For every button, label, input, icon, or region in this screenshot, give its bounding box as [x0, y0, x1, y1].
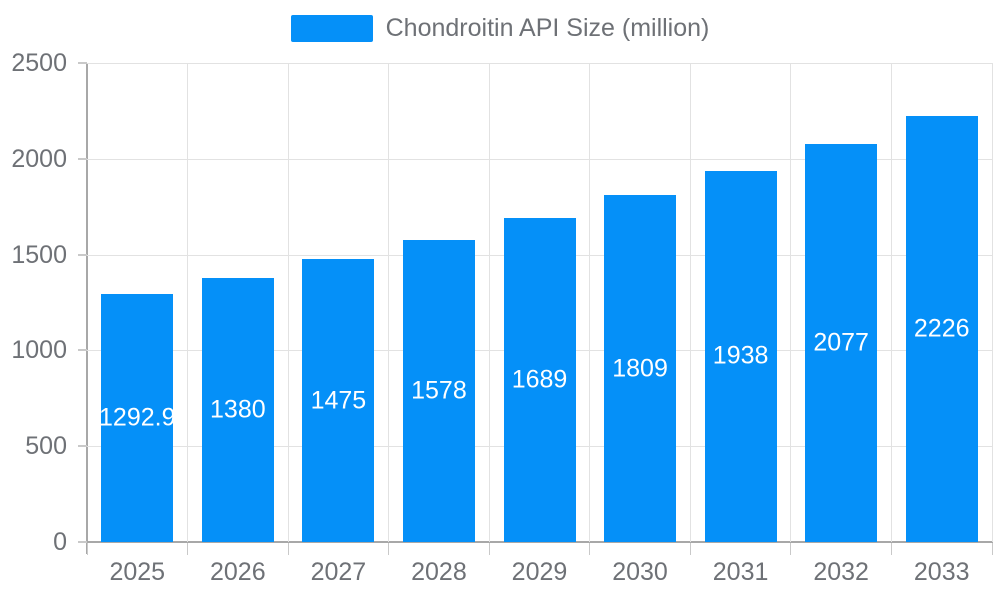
gridline-vertical: [790, 63, 792, 542]
bar-value-label: 1475: [310, 386, 367, 415]
gridline-vertical: [388, 63, 390, 542]
x-axis-tick: [890, 543, 892, 555]
bar: 2077: [805, 144, 878, 542]
y-tick-label: 0: [53, 528, 67, 556]
y-axis-tick: [78, 349, 87, 352]
x-axis-tick: [287, 543, 289, 555]
gridline-vertical: [187, 63, 189, 542]
x-axis-tick: [86, 543, 88, 555]
gridline-vertical: [488, 63, 490, 542]
y-axis-tick: [78, 253, 87, 256]
x-axis-tick: [589, 543, 591, 555]
gridline-vertical: [991, 63, 993, 542]
y-tick-label: 2000: [11, 144, 67, 173]
bar: 1380: [201, 277, 274, 542]
bar-value-label: 1292.9: [99, 403, 176, 432]
x-axis-tick: [187, 543, 189, 555]
x-tick-label: 2031: [712, 558, 769, 586]
x-axis-tick: [388, 543, 390, 555]
legend-label: Chondroitin API Size (million): [385, 14, 710, 42]
y-axis-tick: [78, 157, 87, 160]
y-tick-label: 1000: [11, 336, 67, 365]
x-tick-label: 2033: [913, 558, 970, 586]
y-axis-tick: [78, 62, 87, 64]
x-axis-line: [79, 541, 993, 543]
x-axis-tick: [790, 543, 792, 555]
x-tick-label: 2027: [310, 558, 367, 586]
bar-value-label: 1578: [411, 376, 467, 405]
gridline-vertical: [287, 63, 289, 542]
x-axis-tick: [991, 543, 993, 555]
gridline-horizontal: [87, 63, 992, 64]
bar: 1938: [704, 170, 777, 542]
gridline-horizontal: [87, 158, 992, 160]
y-tick-label: 2500: [11, 49, 67, 77]
bar-value-label: 1809: [612, 354, 668, 383]
bar-value-label: 2077: [813, 328, 869, 357]
y-tick-label: 500: [25, 432, 67, 461]
x-axis-tick: [689, 543, 691, 555]
x-tick-label: 2032: [813, 558, 869, 586]
bar-value-label: 1689: [511, 365, 568, 394]
legend: Chondroitin API Size (million): [0, 15, 1000, 42]
bar-value-label: 1938: [712, 341, 769, 370]
gridline-vertical: [689, 63, 691, 542]
x-tick-label: 2028: [411, 558, 467, 586]
y-axis-line: [86, 63, 88, 554]
y-axis-tick: [78, 541, 87, 543]
x-tick-label: 2030: [612, 558, 668, 586]
x-tick-label: 2026: [210, 558, 266, 586]
legend-swatch-icon: [290, 15, 373, 42]
bar: 2226: [905, 115, 978, 542]
legend-item[interactable]: Chondroitin API Size (million): [290, 14, 710, 42]
y-axis-tick: [78, 445, 87, 448]
x-tick-label: 2029: [511, 558, 568, 586]
gridline-vertical: [589, 63, 591, 542]
y-tick-label: 1500: [11, 240, 67, 269]
x-axis-tick: [488, 543, 490, 555]
bar: 1578: [402, 239, 475, 542]
plot-area: 1292.9 1380 1475 1578 1689 1809 1938 2077 2226: [87, 63, 993, 542]
bar: 1292.9: [99, 294, 176, 542]
bar-value-label: 2226: [913, 314, 970, 343]
bar: 1475: [302, 259, 375, 542]
bar: 1689: [503, 218, 576, 542]
bar: 1809: [604, 195, 677, 542]
x-tick-label: 2025: [109, 558, 166, 586]
bar-value-label: 1380: [210, 395, 266, 424]
gridline-vertical: [890, 63, 892, 542]
